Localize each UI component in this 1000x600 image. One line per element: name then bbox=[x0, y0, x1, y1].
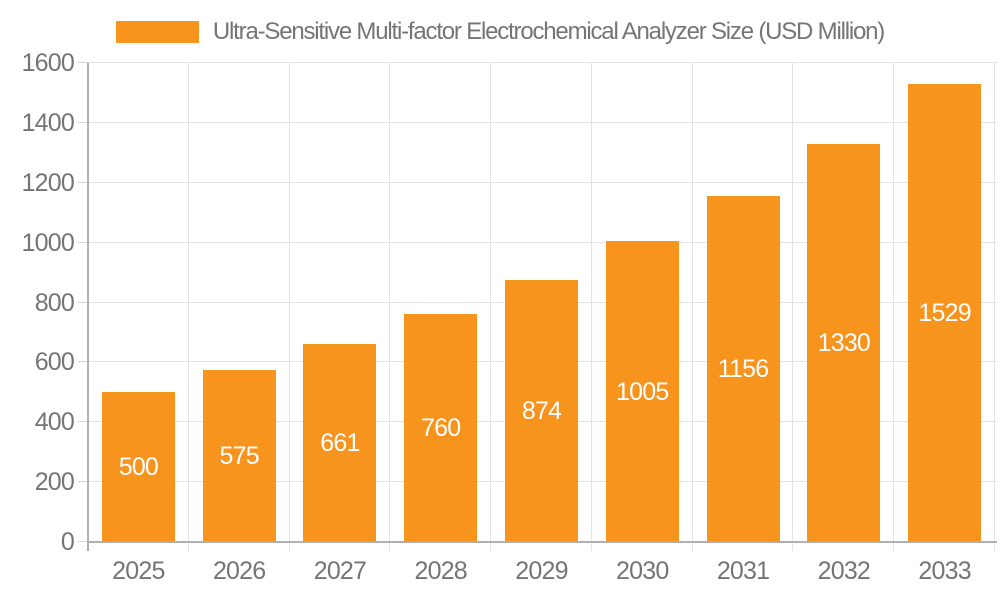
y-axis-tick bbox=[78, 121, 88, 123]
bar-value-label: 500 bbox=[118, 453, 159, 482]
bar-value-label: 1005 bbox=[616, 377, 669, 406]
x-tick-label: 2025 bbox=[112, 557, 165, 585]
x-gridline bbox=[792, 63, 794, 551]
x-tick-label: 2032 bbox=[817, 557, 871, 585]
bar[interactable] bbox=[706, 195, 780, 542]
y-tick-label: 1400 bbox=[21, 108, 75, 137]
bar-value-label: 575 bbox=[219, 441, 260, 470]
y-tick-label: 200 bbox=[34, 468, 75, 497]
x-gridline bbox=[994, 63, 995, 551]
x-tick-label: 2033 bbox=[918, 557, 971, 585]
y-axis-line bbox=[87, 63, 89, 551]
bar[interactable] bbox=[505, 280, 578, 542]
chart-title: Ultra-Sensitive Multi-factor Electrochem… bbox=[212, 18, 885, 45]
bar-value-label: 760 bbox=[421, 414, 461, 443]
y-tick-label: 1200 bbox=[21, 168, 75, 197]
y-axis-tick bbox=[78, 181, 88, 183]
bar[interactable] bbox=[101, 392, 175, 542]
legend: Ultra-Sensitive Multi-factor Electrochem… bbox=[0, 14, 1000, 50]
bar[interactable] bbox=[605, 241, 679, 542]
bar[interactable] bbox=[807, 143, 881, 542]
x-gridline bbox=[389, 63, 391, 551]
x-gridline bbox=[288, 63, 290, 551]
x-tick-label: 2026 bbox=[212, 557, 266, 585]
bar-value-label: 661 bbox=[320, 429, 360, 458]
y-axis-tick bbox=[78, 421, 88, 423]
bar-value-label: 1330 bbox=[817, 328, 871, 357]
y-axis-tick bbox=[78, 241, 88, 243]
x-tick-label: 2029 bbox=[515, 557, 568, 585]
x-tick-label: 2030 bbox=[616, 557, 669, 585]
y-tick-label: 0 bbox=[60, 528, 75, 556]
y-axis-tick bbox=[78, 481, 88, 483]
bar-value-label: 1156 bbox=[717, 354, 769, 383]
bar[interactable] bbox=[404, 314, 478, 542]
y-axis-tick bbox=[78, 361, 88, 363]
bar-value-label: 1529 bbox=[918, 299, 971, 328]
x-gridline bbox=[490, 63, 492, 551]
y-gridline bbox=[88, 62, 997, 63]
x-tick-label: 2031 bbox=[716, 557, 770, 585]
x-gridline bbox=[590, 63, 592, 551]
y-tick-label: 1000 bbox=[21, 228, 75, 257]
x-gridline bbox=[691, 63, 693, 551]
y-axis-tick bbox=[78, 62, 88, 63]
y-axis-tick bbox=[78, 541, 88, 542]
x-gridline bbox=[187, 63, 189, 551]
y-tick-label: 800 bbox=[34, 288, 75, 317]
y-gridline bbox=[88, 181, 997, 183]
x-tick-label: 2027 bbox=[313, 557, 367, 585]
bar[interactable] bbox=[202, 369, 276, 542]
y-gridline bbox=[88, 241, 997, 243]
y-gridline bbox=[88, 121, 997, 123]
x-tick-label: 2028 bbox=[414, 557, 468, 585]
bar-value-label: 874 bbox=[521, 397, 562, 426]
x-axis-line bbox=[88, 541, 997, 543]
y-axis-tick bbox=[78, 301, 88, 303]
x-gridline bbox=[893, 63, 895, 551]
bar[interactable] bbox=[303, 344, 377, 542]
y-tick-label: 600 bbox=[34, 348, 75, 377]
legend-item[interactable]: Ultra-Sensitive Multi-factor Electrochem… bbox=[115, 18, 885, 46]
bar[interactable] bbox=[908, 84, 982, 542]
y-tick-label: 400 bbox=[34, 408, 75, 437]
y-tick-label: 1600 bbox=[21, 49, 75, 77]
legend-swatch-icon bbox=[115, 21, 199, 43]
